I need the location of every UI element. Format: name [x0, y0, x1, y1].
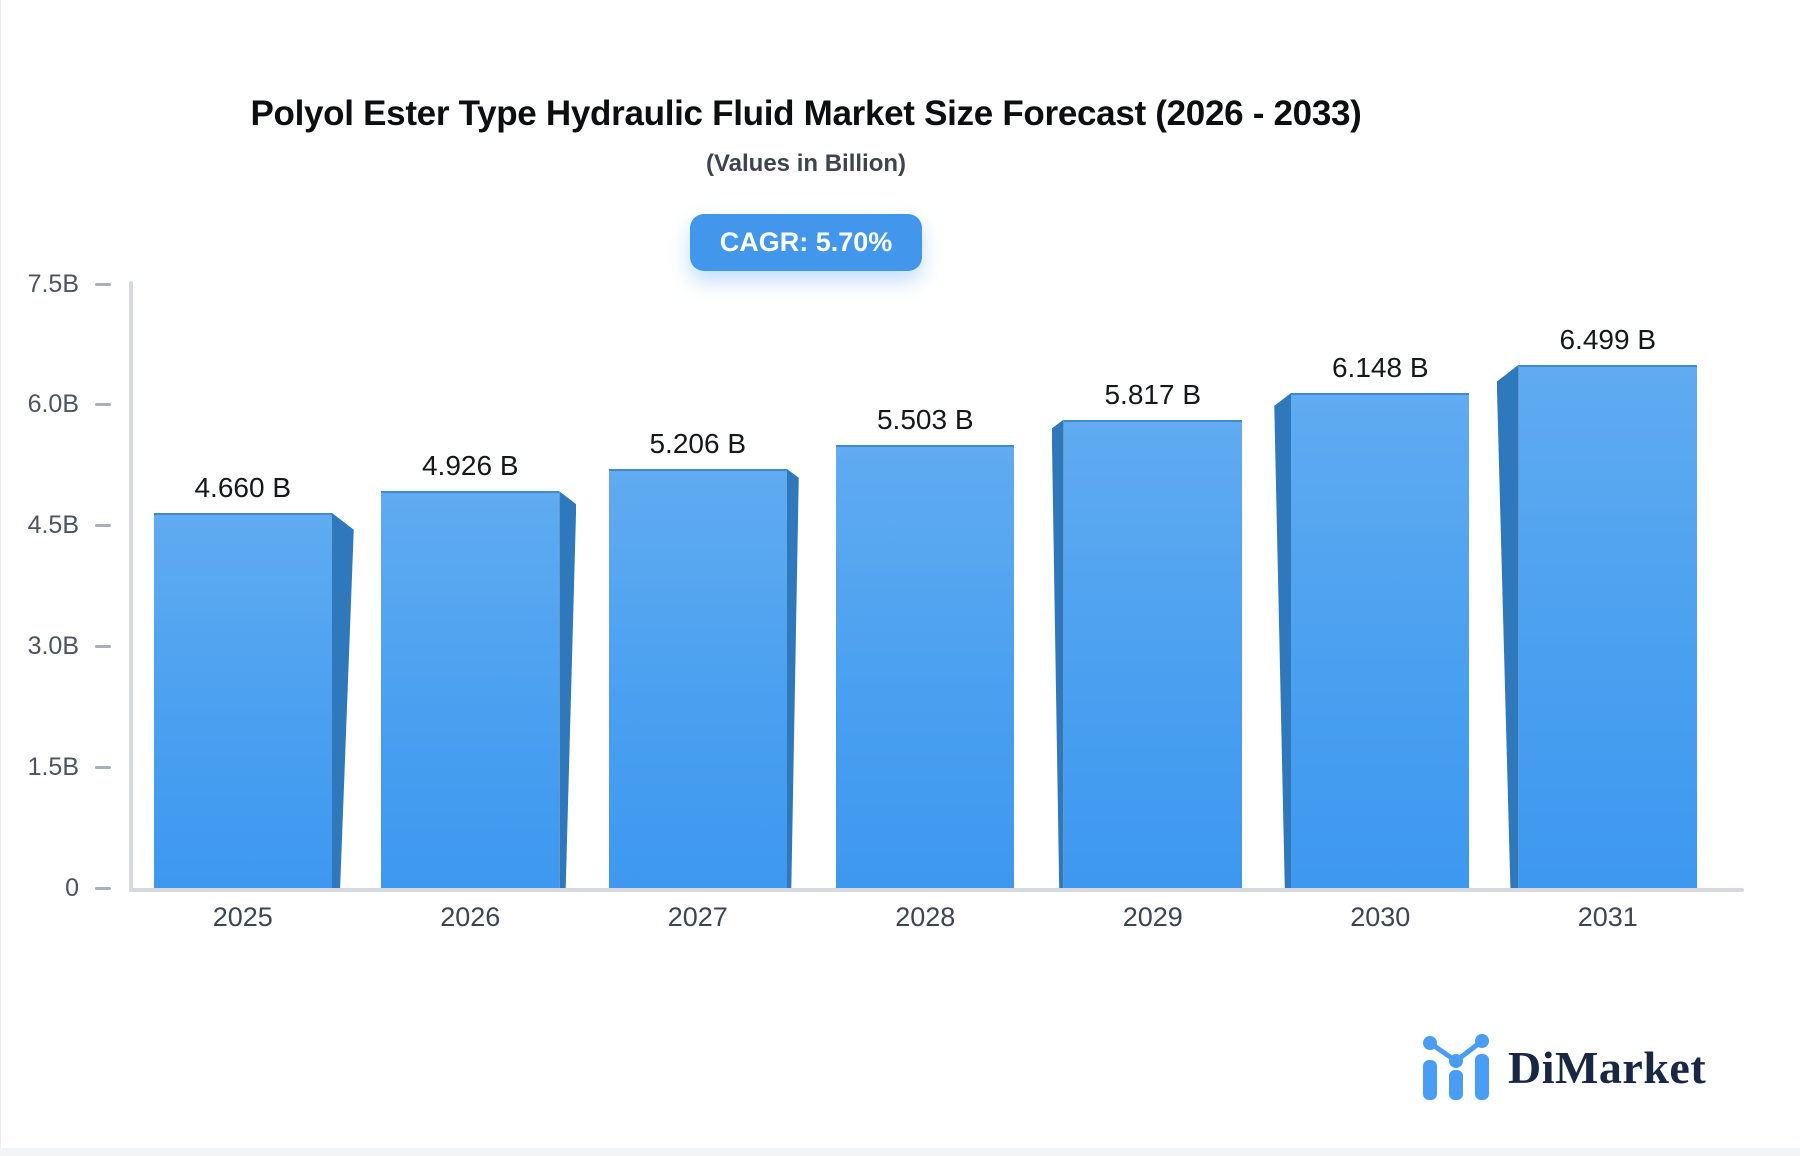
y-axis: 7.5B 6.0B 4.5B 3.0B 1.5B 0	[1, 270, 129, 902]
x-axis-line	[129, 888, 1744, 892]
brand-logo: DiMarket	[1421, 1034, 1706, 1100]
bar-side-panel	[331, 512, 354, 888]
y-tick: 6.0B	[1, 390, 129, 419]
dimarket-logo-icon	[1423, 1034, 1489, 1100]
x-axis-label: 2031	[1577, 902, 1638, 932]
bar-value-label: 6.148 B	[1331, 351, 1429, 383]
bar-side-panel	[559, 491, 577, 888]
y-tick: 7.5B	[1, 270, 129, 298]
bar-face	[836, 444, 1015, 888]
bar-value-label: 5.817 B	[1104, 378, 1202, 410]
chart-subtitle: (Values in Billion)	[705, 150, 907, 177]
y-tick: 1.5B	[1, 753, 129, 781]
bar-face	[608, 468, 787, 888]
bar-face	[1063, 419, 1242, 888]
x-axis-label: 2028	[895, 902, 956, 932]
bar-value-label: 6.499 B	[1559, 323, 1657, 355]
bar-2028	[836, 444, 1015, 888]
bar-face	[381, 491, 560, 888]
y-tick-label: 1.5B	[27, 752, 79, 781]
y-tick-label: 7.5B	[27, 269, 79, 298]
bar-value-label: 5.206 B	[649, 427, 747, 459]
bar-group-2030: 6.148 B	[1267, 284, 1495, 888]
bar-group-2025: 4.660 B	[129, 284, 357, 888]
x-axis-label: 2026	[440, 902, 501, 932]
y-tick-dash	[95, 765, 111, 769]
y-tick-label: 0	[65, 873, 79, 902]
y-axis-line	[129, 281, 133, 890]
y-tick-dash	[95, 524, 111, 528]
bar-group-2027: 5.206 B	[584, 284, 812, 888]
y-tick-dash	[95, 282, 111, 286]
y-tick: 4.5B	[1, 511, 129, 540]
bar-face	[153, 512, 332, 888]
y-tick-dash	[95, 403, 111, 407]
cagr-badge: CAGR: 5.70%	[689, 214, 923, 271]
y-tick-dash	[95, 886, 111, 890]
bar-side-panel	[1051, 419, 1064, 888]
brand-name: DiMarket	[1508, 1041, 1707, 1093]
y-tick-label: 4.5B	[27, 511, 79, 540]
y-tick: 0	[1, 874, 129, 902]
bar-2026	[381, 491, 577, 888]
bar-2029	[1051, 419, 1242, 888]
bar-face	[1518, 364, 1697, 888]
bar-2031	[1496, 364, 1697, 888]
x-axis-label: 2027	[667, 902, 728, 932]
bar-group-2031: 6.499 B	[1494, 284, 1722, 888]
bar-face	[1291, 392, 1470, 888]
bar-2025	[153, 512, 354, 888]
x-axis-label: 2030	[1350, 902, 1411, 932]
bar-side-panel	[786, 468, 799, 888]
bar-2030	[1274, 392, 1470, 888]
x-axis-label: 2025	[212, 902, 273, 932]
y-tick-label: 3.0B	[27, 631, 79, 660]
bar-group-2026: 4.926 B	[357, 284, 585, 888]
bar-group-2028: 5.503 B	[812, 284, 1040, 888]
x-axis: 2025 2026 2027 2028 2029 2030 2031	[129, 902, 1800, 933]
bar-2027	[608, 468, 799, 888]
bars-row: 4.660 B 4.926 B 5.206 B 5.503 B 5.817 B 6.148…	[129, 284, 1722, 888]
y-tick-label: 6.0B	[27, 390, 79, 419]
bar-value-label: 4.926 B	[421, 450, 519, 482]
y-tick-dash	[95, 644, 111, 648]
bar-group-2029: 5.817 B	[1039, 284, 1267, 888]
bar-chart: 7.5B 6.0B 4.5B 3.0B 1.5B 0 4.660 B 4.926 B 5.20…	[1, 270, 1800, 933]
bar-side-panel	[1496, 364, 1519, 888]
chart-title: Polyol Ester Type Hydraulic Fluid Market…	[250, 94, 1362, 133]
y-tick: 3.0B	[1, 632, 129, 660]
bar-value-label: 5.503 B	[876, 403, 974, 435]
plot-area: 7.5B 6.0B 4.5B 3.0B 1.5B 0 4.660 B 4.926 B 5.20…	[1, 270, 1800, 902]
x-axis-label: 2029	[1122, 902, 1183, 932]
bar-value-label: 4.660 B	[194, 471, 292, 503]
chart-header: Polyol Ester Type Hydraulic Fluid Market…	[1, 0, 1611, 271]
bar-side-panel	[1274, 392, 1292, 888]
